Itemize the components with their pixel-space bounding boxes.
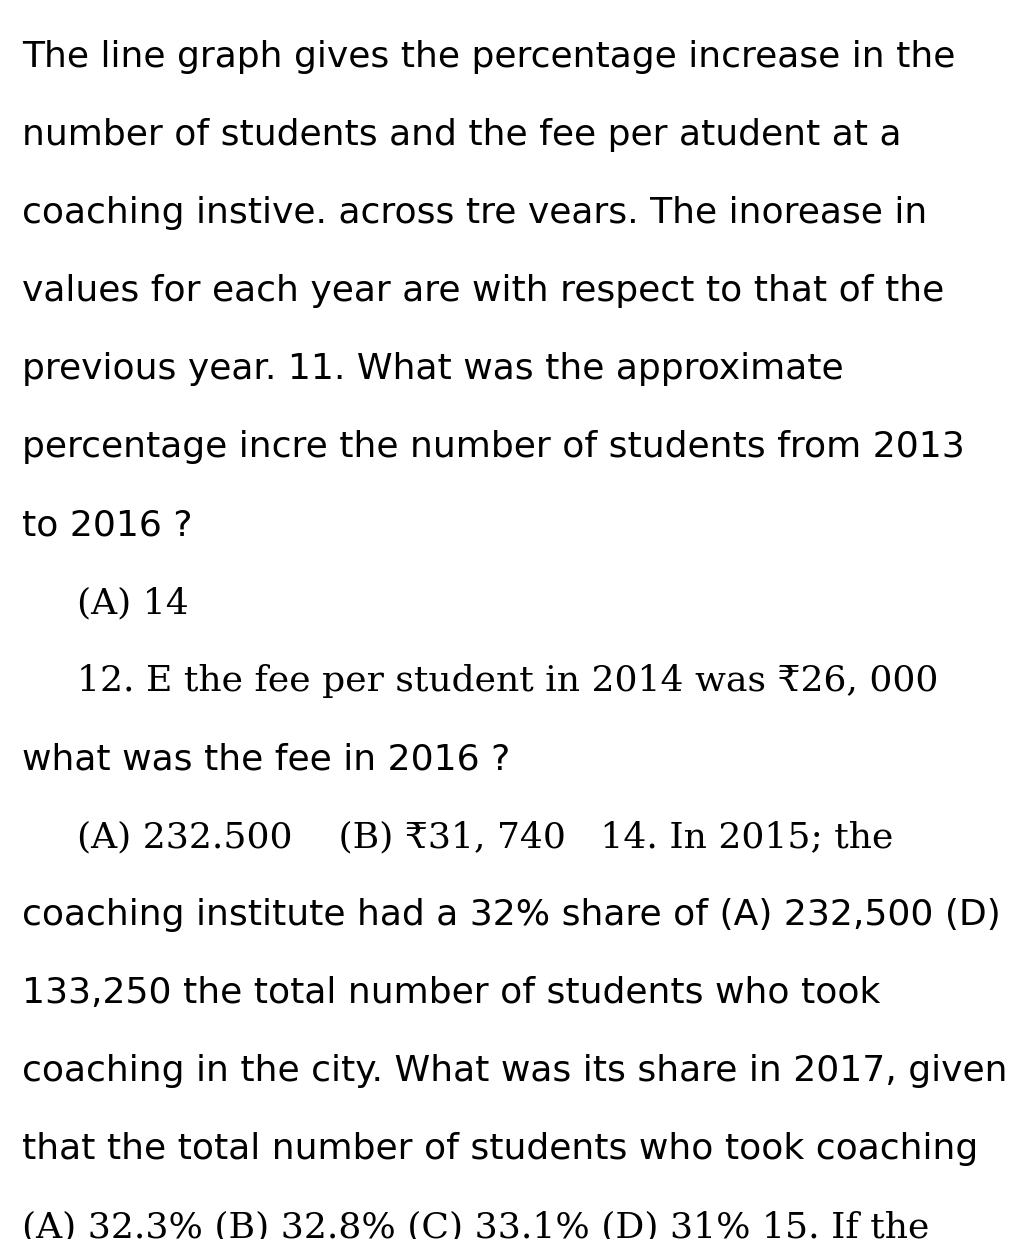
Text: that the total number of students who took coaching: that the total number of students who to… [22, 1132, 978, 1166]
Text: (A) 14: (A) 14 [77, 586, 188, 620]
Text: coaching institute had a 32% share of (A) 232,500 (D): coaching institute had a 32% share of (A… [22, 898, 1000, 932]
Text: coaching instive. across tre vears. The inorease in: coaching instive. across tre vears. The … [22, 196, 928, 230]
Text: coaching in the city. What was its share in 2017, given: coaching in the city. What was its share… [22, 1054, 1008, 1088]
Text: 12. E the fee per student in 2014 was ₹26, 000: 12. E the fee per student in 2014 was ₹2… [77, 664, 938, 698]
Text: to 2016 ?: to 2016 ? [22, 508, 193, 541]
Text: previous year. 11. What was the approximate: previous year. 11. What was the approxim… [22, 352, 844, 387]
Text: values for each year are with respect to that of the: values for each year are with respect to… [22, 274, 944, 309]
Text: (A) 232.500    (B) ₹31, 740   14. In 2015; the: (A) 232.500 (B) ₹31, 740 14. In 2015; th… [77, 820, 893, 854]
Text: number of students and the fee per atudent at a: number of students and the fee per atude… [22, 118, 901, 152]
Text: what was the fee in 2016 ?: what was the fee in 2016 ? [22, 742, 510, 776]
Text: 133,250 the total number of students who took: 133,250 the total number of students who… [22, 976, 881, 1010]
Text: (A) 32.3% (B) 32.8% (C) 33.1% (D) 31% 15. If the: (A) 32.3% (B) 32.8% (C) 33.1% (D) 31% 15… [22, 1211, 930, 1239]
Text: The line graph gives the percentage increase in the: The line graph gives the percentage incr… [22, 40, 955, 74]
Text: percentage incre the number of students from 2013: percentage incre the number of students … [22, 430, 965, 463]
